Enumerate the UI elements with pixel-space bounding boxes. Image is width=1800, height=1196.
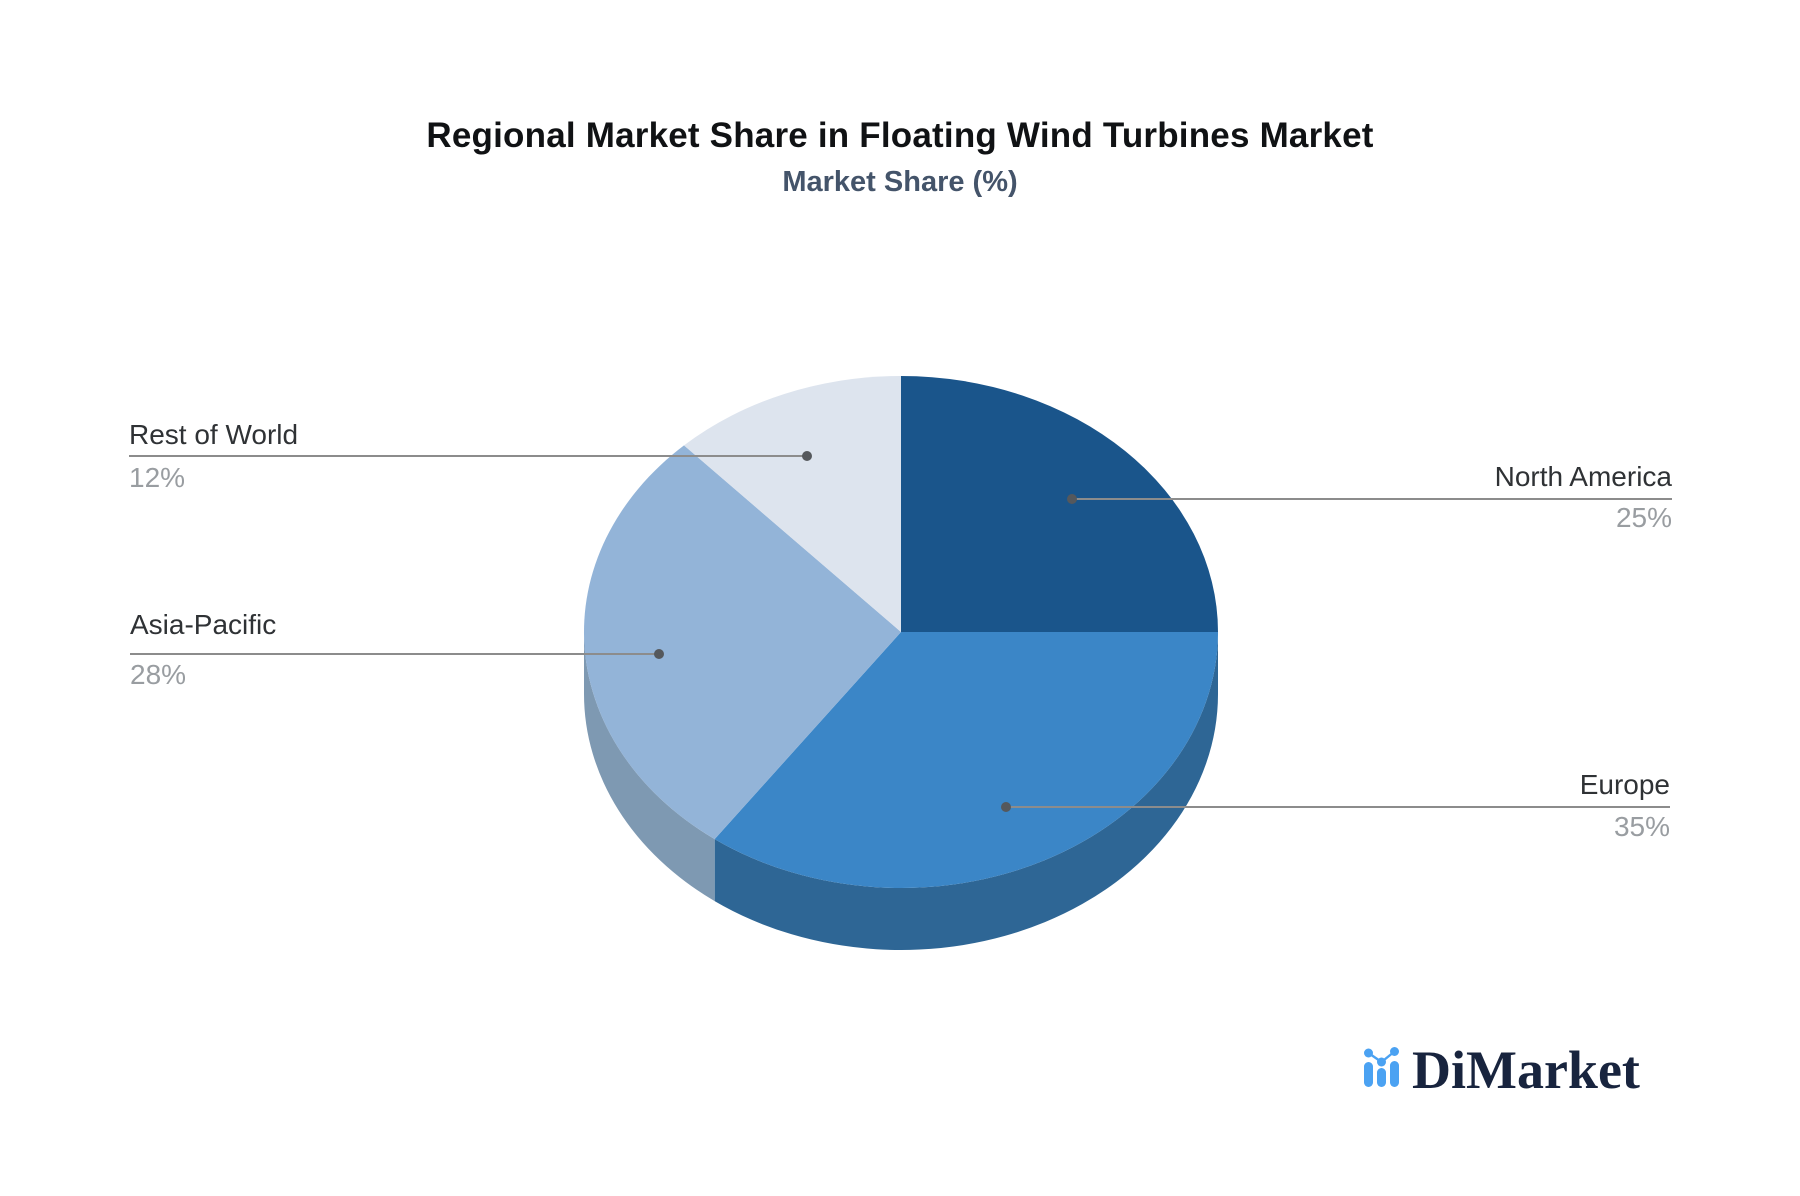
leader-dot-north-america xyxy=(1067,494,1077,504)
pie-slice-asia-pacific-side xyxy=(584,632,715,902)
pie-slice-rest-of-world[interactable] xyxy=(684,376,901,632)
dimarket-logo-text: DiMarket xyxy=(1412,1040,1640,1100)
callout-label-rest-of-world: Rest of World xyxy=(129,419,299,450)
callout-value-asia-pacific: 28% xyxy=(130,659,187,690)
pie-slice-north-america[interactable] xyxy=(901,376,1218,632)
bar-line-chart-icon xyxy=(1364,1047,1399,1087)
chart-title: Regional Market Share in Floating Wind T… xyxy=(426,116,1374,155)
logo-line-dots xyxy=(1364,1047,1399,1067)
callout-value-europe: 35% xyxy=(1613,811,1670,842)
pie-slice-europe-side xyxy=(714,632,1218,951)
callout-label-asia-pacific: Asia-Pacific xyxy=(130,609,277,640)
pie-slice-asia-pacific[interactable] xyxy=(583,445,901,840)
callout-value-north-america: 25% xyxy=(1615,502,1672,533)
leader-dot-europe xyxy=(1001,802,1011,812)
callout-value-rest-of-world: 12% xyxy=(129,462,186,493)
callout-label-north-america: North America xyxy=(1494,461,1672,492)
chart-subtitle: Market Share (%) xyxy=(782,166,1018,198)
logo-bars xyxy=(1364,1061,1399,1087)
leader-dot-rest-of-world xyxy=(802,451,812,461)
pie-slice-europe[interactable] xyxy=(714,632,1218,889)
leader-dot-asia-pacific xyxy=(654,649,664,659)
callout-label-europe: Europe xyxy=(1579,769,1670,800)
